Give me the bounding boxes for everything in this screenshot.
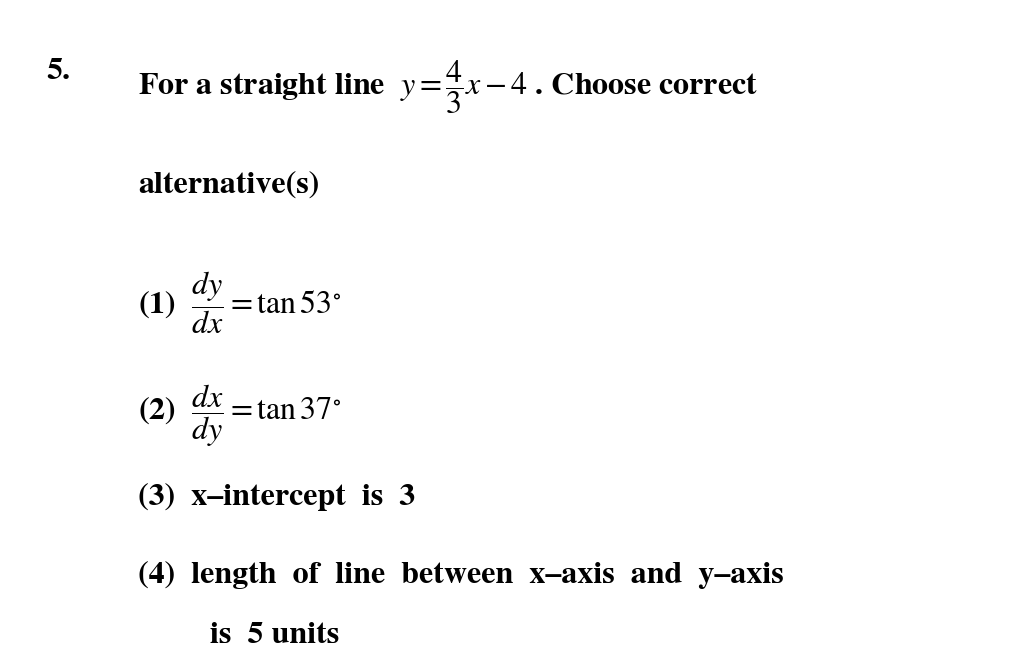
Text: For a straight line  $y = \dfrac{4}{3}x - 4$ . Choose correct: For a straight line $y = \dfrac{4}{3}x -… bbox=[138, 58, 759, 116]
Text: alternative(s): alternative(s) bbox=[138, 172, 319, 199]
Text: (4)  length  of  line  between  x–axis  and  y–axis: (4) length of line between x–axis and y–… bbox=[138, 561, 784, 588]
Text: 5.: 5. bbox=[46, 58, 70, 86]
Text: (3)  x–intercept  is  3: (3) x–intercept is 3 bbox=[138, 483, 416, 511]
Text: (1)  $\dfrac{dy}{dx} = \tan 53^{\circ}$: (1) $\dfrac{dy}{dx} = \tan 53^{\circ}$ bbox=[138, 269, 341, 336]
Text: (2)  $\dfrac{dx}{dy} = \tan 37^{\circ}$: (2) $\dfrac{dx}{dy} = \tan 37^{\circ}$ bbox=[138, 382, 341, 449]
Text: is  5 units: is 5 units bbox=[210, 622, 339, 648]
